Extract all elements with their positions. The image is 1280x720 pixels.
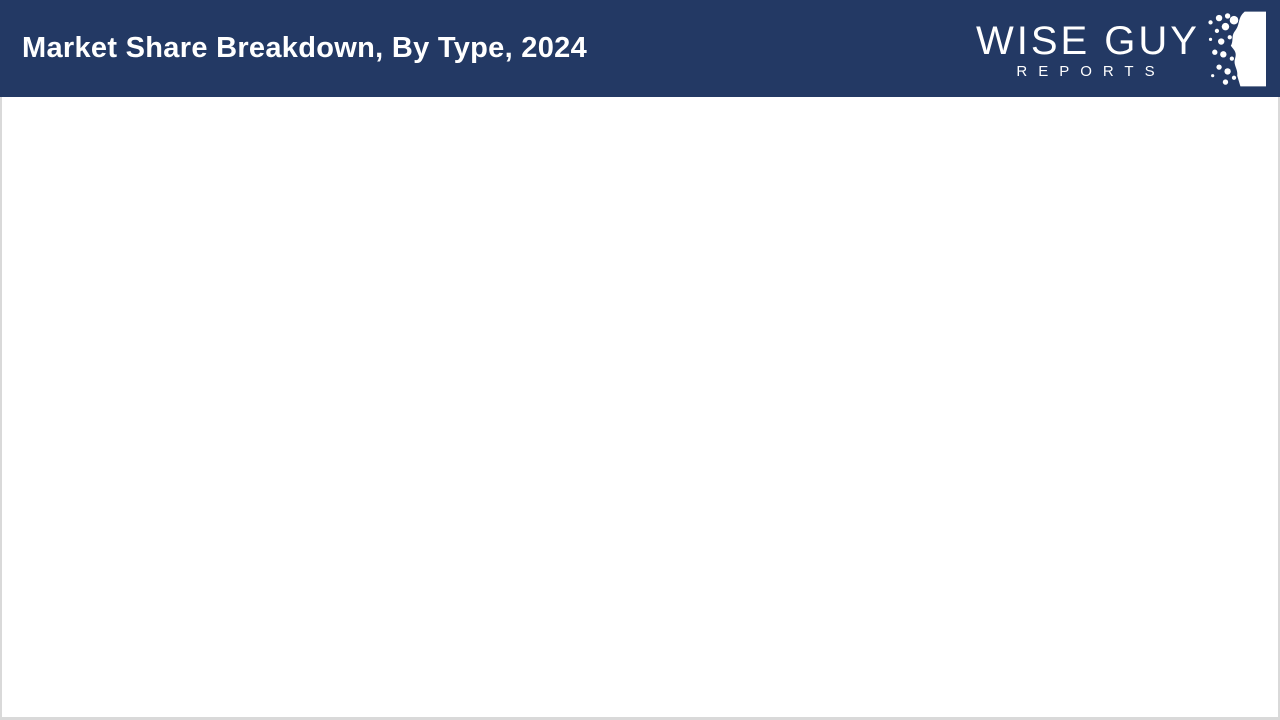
brand-wise-guy: WISE GUY xyxy=(975,18,1200,63)
page-title: Market Share Breakdown, By Type, 2024 xyxy=(22,32,588,64)
brand-logo: WISE GUY REPORTS xyxy=(976,6,1266,92)
face-dots-icon xyxy=(1208,11,1266,87)
brand-text: WISE GUY REPORTS xyxy=(976,19,1200,80)
header-bar: Market Share Breakdown, By Type, 2024 WI… xyxy=(0,0,1280,97)
brand-reports: REPORTS xyxy=(1016,62,1166,80)
chart-card-border xyxy=(0,97,1280,720)
